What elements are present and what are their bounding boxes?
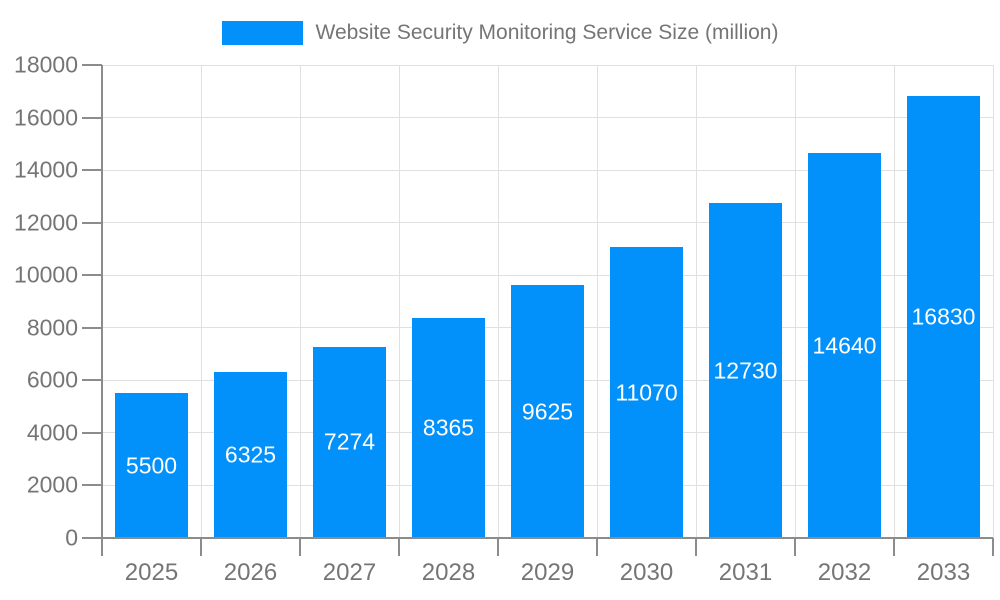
x-axis-line xyxy=(102,537,993,539)
bar[interactable] xyxy=(808,153,881,538)
x-tick-mark xyxy=(992,538,994,556)
y-tick-label: 4000 xyxy=(26,419,78,446)
x-tick-label: 2028 xyxy=(421,559,476,586)
x-tick-label: 2026 xyxy=(223,559,278,586)
y-tick-mark xyxy=(82,64,102,66)
x-tick-mark xyxy=(200,538,202,556)
y-tick-label: 12000 xyxy=(14,209,78,236)
bar-value-label: 11070 xyxy=(615,379,678,406)
legend-label: Website Security Monitoring Service Size… xyxy=(315,21,779,44)
bar[interactable] xyxy=(709,203,782,538)
x-tick-mark xyxy=(398,538,400,556)
y-tick-mark xyxy=(82,221,102,224)
x-tick-label: 2029 xyxy=(520,559,575,586)
x-tick-label: 2027 xyxy=(322,559,377,586)
bar[interactable] xyxy=(907,95,980,538)
y-tick-label: 0 xyxy=(65,524,78,551)
y-tick-label: 18000 xyxy=(14,51,78,78)
x-tick-mark xyxy=(695,538,697,556)
gridline-vertical xyxy=(794,65,796,538)
y-tick-mark xyxy=(82,274,102,277)
gridline-vertical xyxy=(893,65,895,538)
y-tick-label: 10000 xyxy=(14,261,78,288)
y-tick-label: 2000 xyxy=(26,471,78,498)
gridline-vertical xyxy=(992,65,994,538)
bar-value-label: 6325 xyxy=(224,441,277,468)
x-tick-label: 2030 xyxy=(619,559,674,586)
x-tick-mark xyxy=(893,538,895,556)
x-tick-mark xyxy=(596,538,598,556)
x-tick-mark xyxy=(299,538,301,556)
gridline-vertical xyxy=(398,65,400,538)
bar-value-label: 9625 xyxy=(521,398,574,425)
y-tick-label: 6000 xyxy=(26,366,78,393)
y-tick-mark xyxy=(82,326,102,329)
x-tick-label: 2032 xyxy=(817,559,872,586)
plot-area: 5500 6325 7274 8365 9625 11070 12730 14640 16830 xyxy=(102,64,994,538)
gridline-vertical xyxy=(200,65,202,538)
x-tick-label: 2031 xyxy=(718,559,773,586)
gridline-vertical xyxy=(695,65,697,538)
x-tick-mark xyxy=(794,538,796,556)
y-tick-mark xyxy=(82,484,102,487)
gridline-horizontal xyxy=(102,274,993,276)
bar-value-label: 8365 xyxy=(422,414,475,441)
gridline-vertical xyxy=(596,65,598,538)
x-tick-mark xyxy=(497,538,499,556)
bar[interactable] xyxy=(214,371,287,538)
y-tick-mark xyxy=(82,169,102,172)
x-tick-label: 2033 xyxy=(916,559,971,586)
gridline-vertical xyxy=(497,65,499,538)
gridline-vertical xyxy=(299,65,301,538)
bar-value-label: 5500 xyxy=(125,452,178,479)
y-tick-label: 14000 xyxy=(14,156,78,183)
gridline-horizontal xyxy=(102,169,993,171)
bar-value-label: 16830 xyxy=(911,303,976,330)
y-tick-mark xyxy=(82,537,102,539)
y-tick-mark xyxy=(82,431,102,434)
x-tick-mark xyxy=(101,538,103,556)
gridline-horizontal xyxy=(102,64,993,66)
x-tick-label: 2025 xyxy=(124,559,179,586)
bar-value-label: 14640 xyxy=(812,332,877,359)
y-tick-mark xyxy=(82,116,102,119)
y-axis-line xyxy=(101,65,103,538)
legend[interactable]: Website Security Monitoring Service Size… xyxy=(0,14,1000,52)
bar-value-label: 12730 xyxy=(713,357,778,384)
bar[interactable] xyxy=(115,393,188,538)
y-tick-mark xyxy=(82,379,102,382)
legend-swatch xyxy=(221,21,303,45)
bar[interactable] xyxy=(412,318,485,538)
bar[interactable] xyxy=(313,346,386,538)
bar-value-label: 7274 xyxy=(323,428,376,455)
y-tick-label: 16000 xyxy=(14,104,78,131)
gridline-horizontal xyxy=(102,222,993,224)
bar[interactable] xyxy=(610,247,683,538)
bar[interactable] xyxy=(511,285,584,538)
y-tick-label: 8000 xyxy=(26,314,78,341)
gridline-horizontal xyxy=(102,117,993,119)
